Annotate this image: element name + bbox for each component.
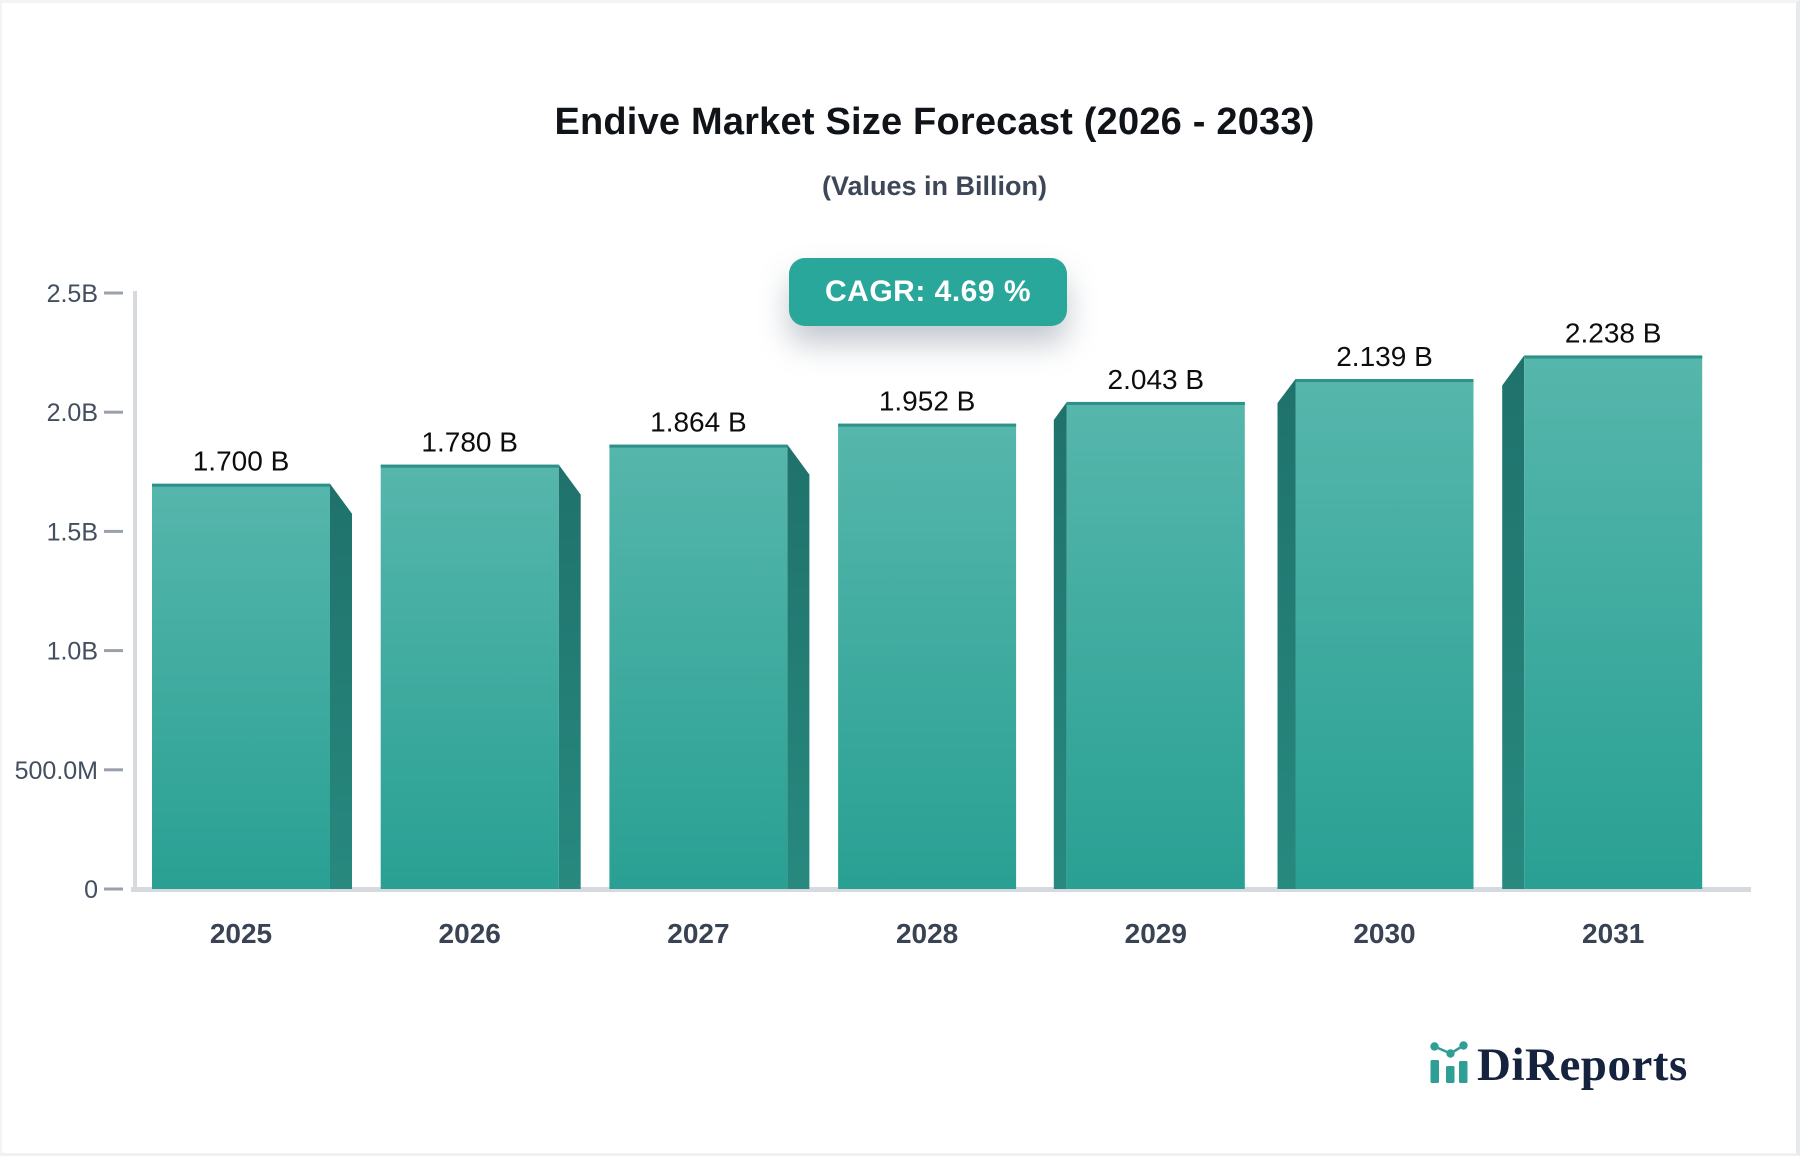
bar-2025 [152, 483, 330, 889]
bar-value-label: 2.139 B [1336, 341, 1433, 372]
bar-side-3d [558, 464, 581, 889]
x-tick-label: 2031 [1582, 918, 1644, 949]
bar-top-edge [152, 483, 330, 487]
bar-2031 [1524, 355, 1703, 889]
bar-top-edge [1066, 401, 1245, 405]
x-axis [131, 887, 1751, 892]
bar-chart: 0 500.0M 1.0B 1.5B 2.0B 2.5B 1.700 B 2025 1.780 … [15, 280, 1751, 949]
bar-top-edge [838, 423, 1017, 427]
chart-subtitle: (Values in Billion) [821, 171, 1048, 201]
bar-2028 [838, 423, 1017, 889]
y-tick-mark [104, 410, 123, 414]
y-tick-label: 0 [84, 876, 98, 904]
y-tick-label: 1.5B [47, 518, 98, 546]
x-tick-label: 2025 [210, 918, 272, 949]
bar-top-edge [380, 464, 559, 468]
bar-side-3d [787, 444, 810, 889]
x-tick-label: 2026 [439, 918, 501, 949]
y-tick-mark [104, 768, 123, 772]
y-tick-label: 500.0M [15, 757, 98, 785]
y-tick-mark [104, 529, 123, 533]
y-tick-label: 2.5B [47, 280, 98, 308]
bar-2026 [380, 464, 559, 889]
chart-title: Endive Market Size Forecast (2026 - 2033… [554, 101, 1315, 143]
bar-value-label: 1.700 B [193, 446, 290, 477]
bar-2030 [1295, 379, 1474, 889]
bar-2027 [609, 444, 788, 889]
brand-logo: DiReports [1428, 1035, 1688, 1091]
cagr-label: CAGR: 4.69 % [825, 275, 1032, 308]
bar-top-edge [1524, 355, 1703, 359]
direports-logo-icon [1430, 1041, 1468, 1083]
bar-value-label: 2.043 B [1108, 364, 1205, 395]
bar-side-3d [1502, 355, 1525, 889]
bar-value-label: 1.864 B [650, 407, 747, 438]
brand-name: DiReports [1477, 1039, 1688, 1091]
bar-side-3d [330, 483, 352, 889]
y-tick-mark [104, 649, 123, 653]
x-tick-label: 2027 [667, 918, 729, 949]
y-tick-label: 1.0B [47, 638, 98, 666]
y-tick-mark [104, 291, 123, 295]
bar-value-label: 1.952 B [879, 386, 976, 417]
y-tick-label: 2.0B [47, 399, 98, 427]
cagr-badge: CAGR: 4.69 % [789, 258, 1068, 326]
x-tick-label: 2028 [896, 918, 958, 949]
x-tick-label: 2029 [1125, 918, 1187, 949]
bar-value-label: 2.238 B [1565, 317, 1662, 348]
y-tick-mark [104, 887, 123, 891]
bar-value-label: 1.780 B [421, 427, 518, 458]
x-tick-label: 2030 [1353, 918, 1415, 949]
bar-2029 [1066, 401, 1245, 889]
bar-top-edge [609, 444, 788, 448]
y-axis [133, 291, 137, 892]
bar-side-3d [1277, 379, 1296, 889]
bar-side-3d [1053, 401, 1067, 889]
bar-top-edge [1295, 379, 1474, 383]
